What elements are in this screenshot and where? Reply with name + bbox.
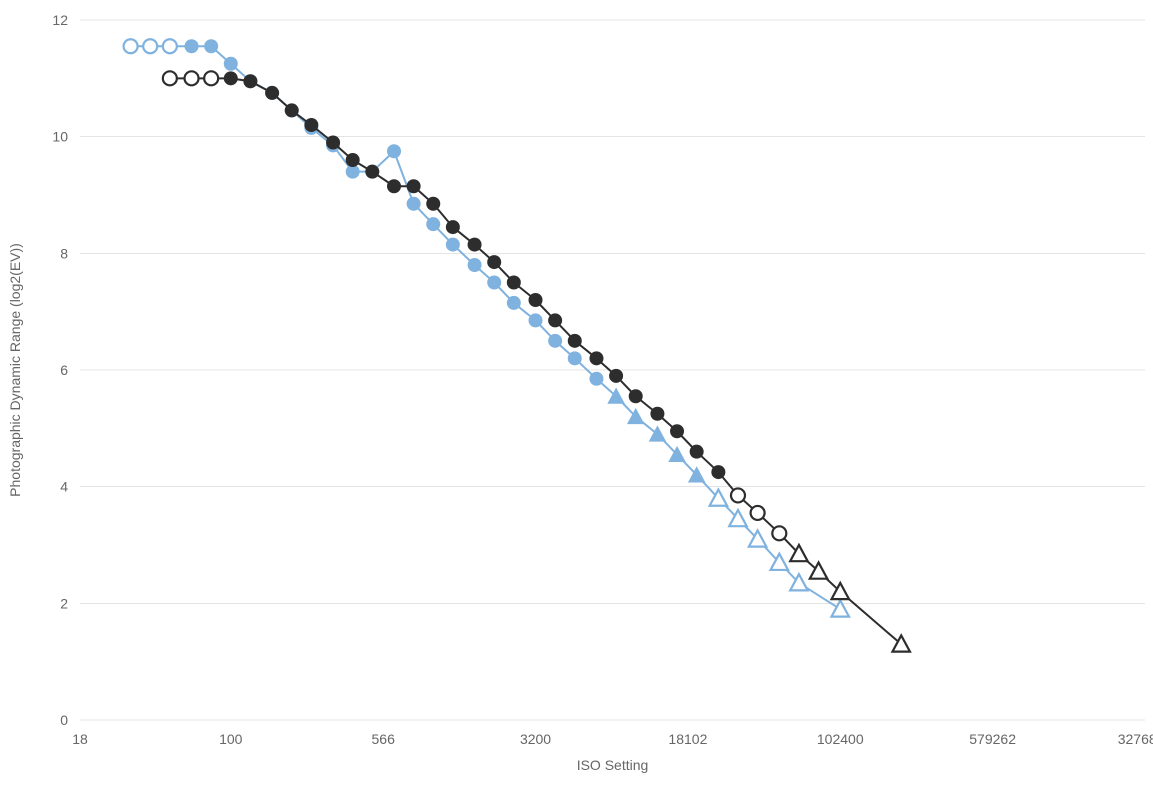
- series-black-marker: [204, 71, 218, 85]
- series-blue-marker: [224, 57, 238, 71]
- y-tick-label: 2: [60, 595, 68, 611]
- y-tick-label: 6: [60, 362, 68, 378]
- series-black-marker: [731, 488, 745, 502]
- x-tick-label: 102400: [817, 731, 864, 747]
- series-black-marker: [589, 351, 603, 365]
- series-black-marker: [387, 179, 401, 193]
- series-black-marker: [304, 118, 318, 132]
- series-black-marker: [265, 86, 279, 100]
- series-black-marker: [650, 407, 664, 421]
- series-blue-marker: [589, 372, 603, 386]
- series-blue-marker: [426, 217, 440, 231]
- series-black-marker: [772, 526, 786, 540]
- series-black-marker: [751, 506, 765, 520]
- x-tick-label: 100: [219, 731, 243, 747]
- series-blue-marker: [204, 39, 218, 53]
- series-blue-marker: [407, 197, 421, 211]
- x-tick-label: 18102: [668, 731, 707, 747]
- series-black-marker: [529, 293, 543, 307]
- series-black-marker: [609, 369, 623, 383]
- series-blue-marker: [446, 238, 460, 252]
- series-black-marker: [365, 165, 379, 179]
- series-blue-marker: [507, 296, 521, 310]
- series-black-marker: [487, 255, 501, 269]
- series-black-marker: [185, 71, 199, 85]
- series-black-marker: [507, 276, 521, 290]
- series-blue-marker: [548, 334, 562, 348]
- series-blue-marker: [185, 39, 199, 53]
- y-tick-label: 8: [60, 245, 68, 261]
- series-black-marker: [326, 136, 340, 150]
- y-tick-label: 4: [60, 479, 68, 495]
- series-blue-marker: [143, 39, 157, 53]
- series-black-marker: [346, 153, 360, 167]
- series-black-marker: [285, 103, 299, 117]
- series-black-marker: [426, 197, 440, 211]
- y-axis-label: Photographic Dynamic Range (log2(EV)): [7, 243, 23, 497]
- series-black-marker: [407, 179, 421, 193]
- y-tick-label: 0: [60, 712, 68, 728]
- x-tick-label: 566: [372, 731, 396, 747]
- series-black-marker: [446, 220, 460, 234]
- series-black-marker: [690, 445, 704, 459]
- series-blue-marker: [568, 351, 582, 365]
- x-tick-label: 3200: [520, 731, 551, 747]
- series-blue-marker: [387, 144, 401, 158]
- series-black-marker: [468, 238, 482, 252]
- y-tick-label: 12: [52, 12, 68, 28]
- x-tick-label: 18: [72, 731, 88, 747]
- series-black-marker: [670, 424, 684, 438]
- x-axis-label: ISO Setting: [577, 757, 649, 773]
- series-blue-marker: [468, 258, 482, 272]
- x-tick-label: 579262: [969, 731, 1016, 747]
- dynamic-range-chart: 0 2 4 6 8 10 12 18 100 566 3200 18102 102400 579262 32…: [0, 0, 1153, 792]
- series-black-marker: [243, 74, 257, 88]
- series-black-marker: [224, 71, 238, 85]
- series-black-marker: [568, 334, 582, 348]
- x-tick-label: 3276800: [1118, 731, 1153, 747]
- chart-svg: 0 2 4 6 8 10 12 18 100 566 3200 18102 102400 579262 32…: [0, 0, 1153, 792]
- y-tick-label: 10: [52, 129, 68, 145]
- series-blue-marker: [163, 39, 177, 53]
- series-black-marker: [629, 389, 643, 403]
- series-blue-marker: [529, 313, 543, 327]
- series-black-marker: [711, 465, 725, 479]
- series-black-marker: [548, 313, 562, 327]
- series-blue-marker: [649, 425, 667, 441]
- series-black-marker: [163, 71, 177, 85]
- series-blue-marker: [124, 39, 138, 53]
- series-blue-marker: [487, 276, 501, 290]
